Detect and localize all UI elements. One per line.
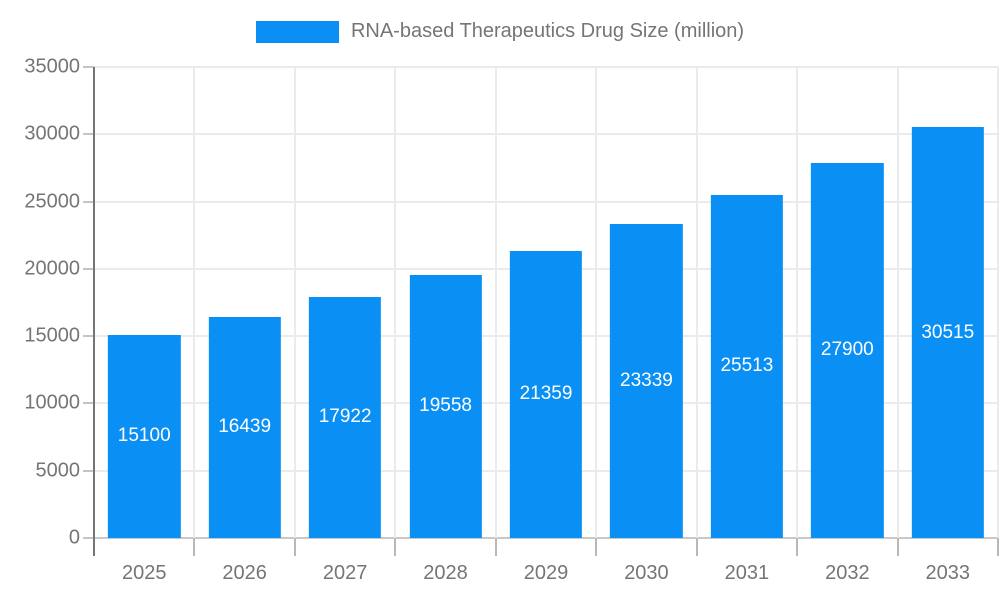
y-axis-tick [83,267,94,270]
gridline-vertical [595,67,598,538]
y-axis-label: 5000 [35,459,81,482]
bar-value-label: 19558 [419,395,472,417]
y-axis-label: 30000 [24,122,80,145]
y-axis-label: 15000 [24,324,80,347]
bar[interactable]: 27900 [811,162,884,538]
gridline-horizontal [94,133,998,136]
x-axis-tick [293,538,296,556]
bar-value-label: 16439 [218,416,272,438]
bar[interactable]: 15100 [108,334,181,538]
y-axis-label: 35000 [24,55,80,78]
bar-value-label: 30515 [921,321,975,343]
y-axis-label: 20000 [24,257,80,280]
gridline-vertical [494,67,497,538]
bar[interactable]: 16439 [208,316,281,538]
y-axis-label: 0 [68,526,80,549]
bar[interactable]: 30515 [911,127,984,538]
bar-value-label: 25513 [720,355,774,377]
bar-value-label: 27900 [820,339,874,361]
legend-label: RNA-based Therapeutics Drug Size (millio… [350,20,745,42]
y-axis-tick [83,335,94,338]
y-axis-line [93,67,95,556]
gridline-horizontal [94,66,998,68]
gridline-vertical [394,67,397,538]
bar-value-label: 23339 [620,369,673,391]
gridline-vertical [293,67,296,538]
gridline-vertical [796,67,799,538]
y-axis-label: 25000 [24,190,80,213]
y-axis-tick [83,537,94,539]
x-axis-label: 2027 [322,562,368,584]
plot-area: 0 5000 10000 15000 20000 25000 30000 35000 15100… [24,56,999,584]
y-axis-tick [83,133,94,136]
bar[interactable]: 17922 [308,296,382,538]
bar-value-label: 21359 [519,383,573,405]
x-axis-label: 2030 [624,562,669,584]
y-axis-tick [83,200,94,203]
x-axis-tick [595,538,598,556]
x-axis-label: 2032 [825,562,870,584]
y-axis-label: 10000 [24,391,80,414]
x-axis-tick [193,538,196,556]
x-axis-tick [494,538,497,556]
gridline-vertical [695,67,698,538]
gridline-horizontal [94,537,998,539]
gridline-vertical [193,67,196,538]
bar[interactable]: 19558 [409,274,482,538]
x-axis-label: 2025 [121,562,167,584]
bar[interactable]: 25513 [710,194,784,538]
x-axis-label: 2029 [523,562,569,584]
x-axis-label: 2028 [423,562,468,584]
x-axis-label: 2033 [925,562,971,584]
legend[interactable]: RNA-based Therapeutics Drug Size (millio… [0,20,1000,43]
x-axis-label: 2031 [724,562,770,584]
x-axis-tick [896,538,899,556]
bar-value-label: 15100 [117,425,171,447]
legend-swatch-icon [255,20,339,43]
x-axis-tick [695,538,698,556]
x-axis-tick [997,538,999,556]
x-axis-tick [796,538,799,556]
x-axis-label: 2026 [222,562,267,584]
y-axis-tick [83,402,94,405]
bar-value-label: 17922 [318,406,372,428]
y-axis-tick [83,66,94,68]
gridline-vertical [896,67,899,538]
gridline-horizontal [94,200,998,203]
bar[interactable]: 23339 [610,223,683,538]
y-axis-tick [83,469,94,472]
bar[interactable]: 21359 [509,250,583,538]
x-axis-tick [394,538,397,556]
gridline-vertical [997,67,999,538]
